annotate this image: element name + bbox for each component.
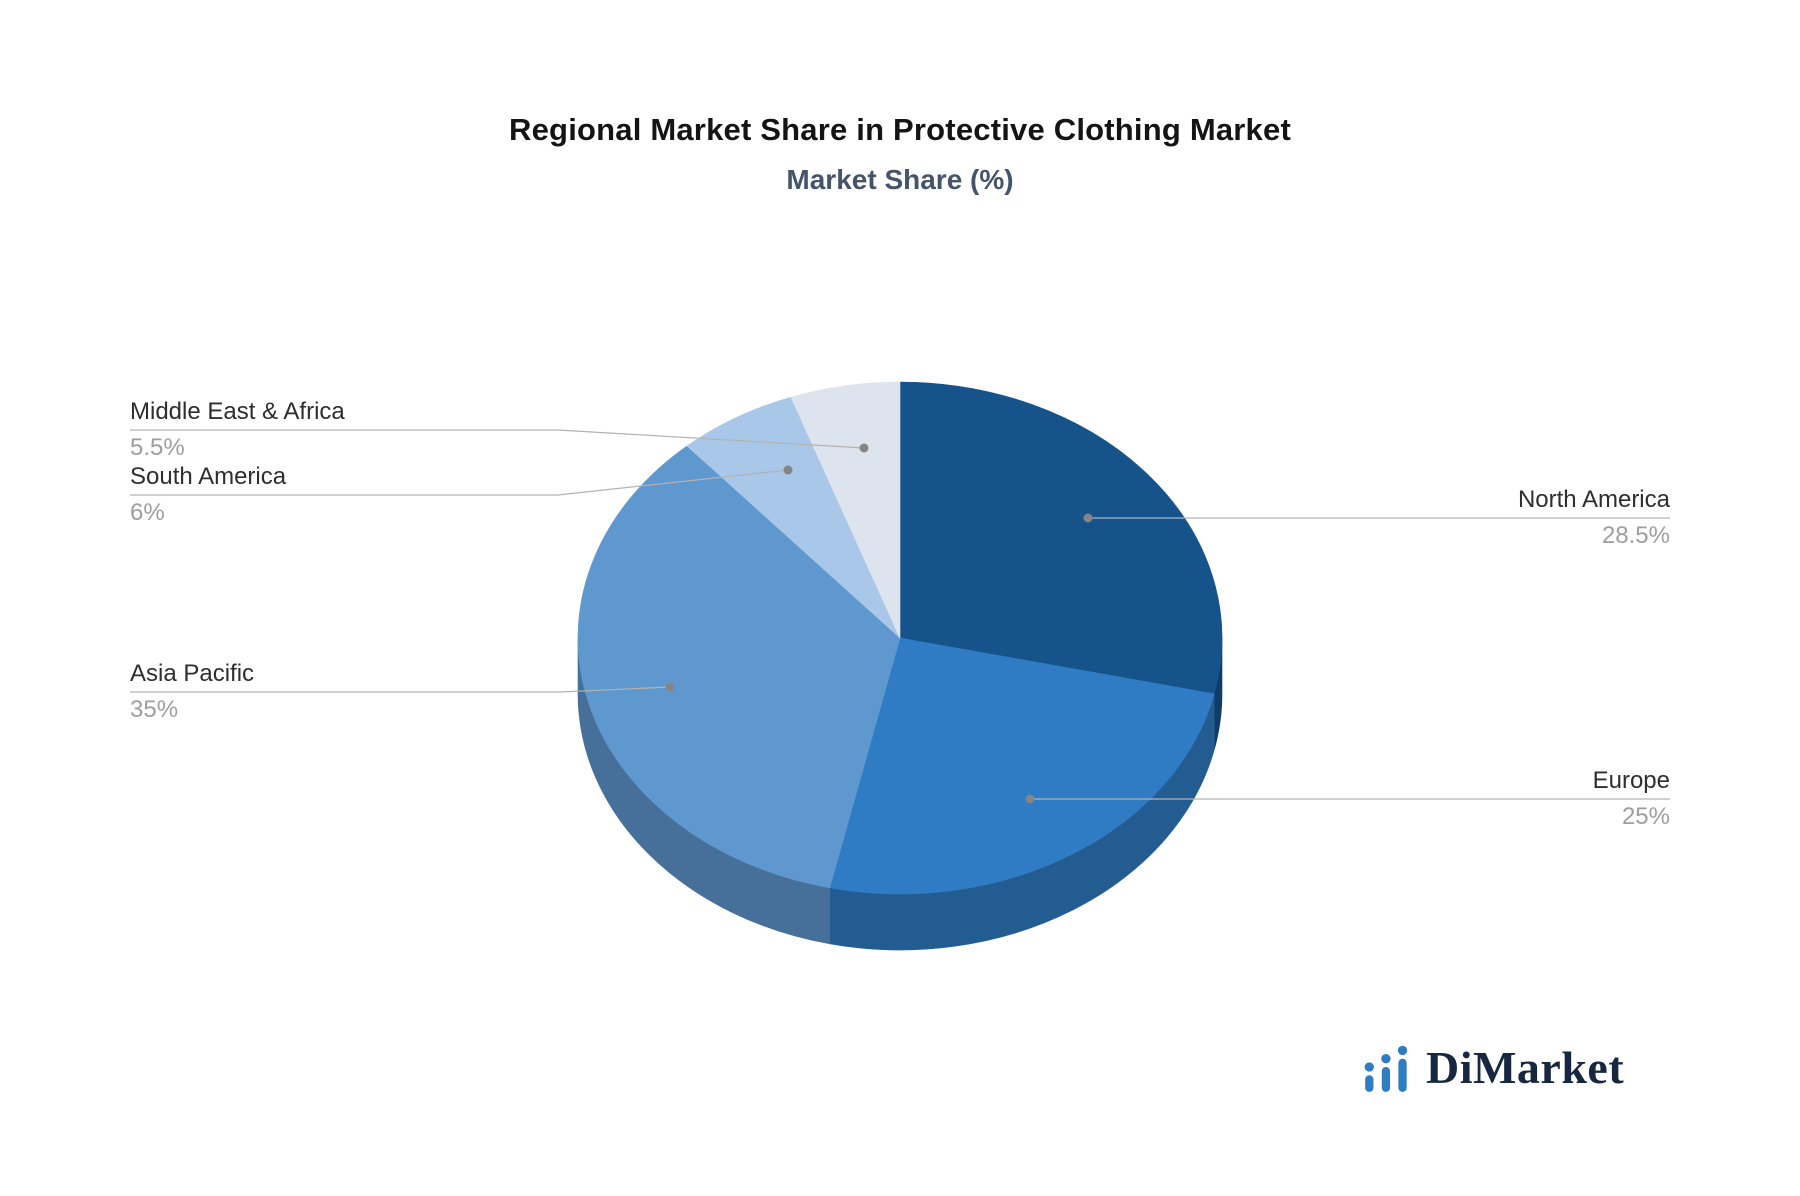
slice-value-south-america: 6%: [130, 499, 165, 526]
dimarket-logo: DiMarket: [1363, 1040, 1624, 1094]
leader-dot-middle-east-africa: [859, 443, 869, 453]
pie-slice-south-america[interactable]: [686, 396, 901, 639]
callout-north-america: North America 28.5%: [1518, 486, 1670, 550]
slice-label-north-america: North America: [1517, 486, 1670, 513]
leader-dot-north-america: [1083, 513, 1093, 523]
pie-slice-asia-pacific[interactable]: [577, 445, 901, 889]
leader-line-middle-east-africa: [130, 429, 865, 449]
dimarket-logo-text: DiMarket: [1426, 1041, 1625, 1093]
callout-middle-east-africa: Middle East & Africa 5.5%: [130, 398, 345, 462]
pie-slices: [577, 381, 1223, 951]
slice-value-north-america: 28.5%: [1601, 522, 1670, 549]
pie-slice-middle-east-africa[interactable]: [790, 381, 901, 639]
leader-dot-asia-pacific: [665, 682, 675, 692]
dimarket-logo-icon: [1364, 1045, 1408, 1092]
slice-label-europe: Europe: [1592, 767, 1670, 794]
pie-slice-north-america[interactable]: [899, 381, 1223, 695]
pie-slice-europe[interactable]: [829, 637, 1215, 895]
slice-value-asia-pacific: 35%: [130, 696, 179, 723]
leader-dot-south-america: [783, 465, 793, 475]
chart-title: Regional Market Share in Protective Clot…: [509, 112, 1291, 147]
callout-asia-pacific: Asia Pacific 35%: [130, 660, 254, 724]
callout-europe: Europe 25%: [1593, 767, 1670, 831]
leader-dots: [665, 443, 1093, 804]
callout-south-america: South America 6%: [130, 463, 286, 527]
slice-value-middle-east-africa: 5.5%: [130, 434, 185, 461]
slice-label-asia-pacific: Asia Pacific: [130, 660, 255, 687]
leader-line-south-america: [130, 469, 789, 496]
chart-subtitle: Market Share (%): [786, 164, 1014, 195]
slice-value-europe: 25%: [1621, 803, 1670, 830]
slice-label-south-america: South America: [130, 463, 287, 490]
slice-label-middle-east-africa: Middle East & Africa: [130, 398, 345, 425]
leader-lines: [130, 429, 1670, 800]
leader-line-asia-pacific: [130, 686, 671, 693]
leader-dot-europe: [1025, 794, 1035, 804]
